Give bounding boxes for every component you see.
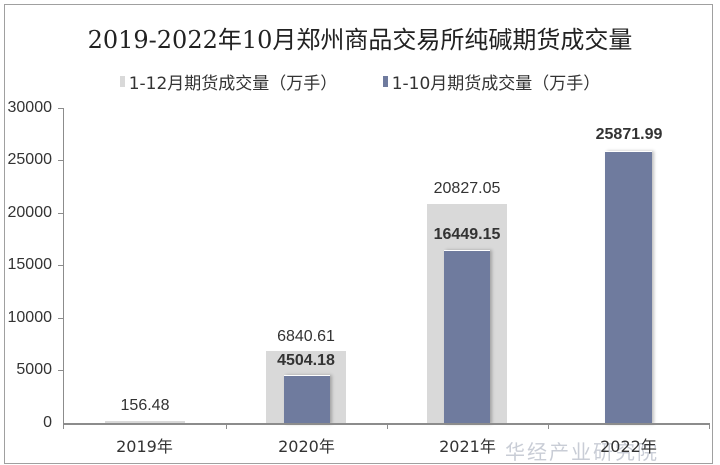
y-tick-label: 10000	[7, 309, 53, 326]
data-label-1-12-2019: 156.48	[120, 397, 170, 414]
y-tick	[58, 160, 63, 161]
y-tick	[58, 265, 63, 266]
y-tick-label: 20000	[7, 204, 53, 221]
x-tick	[548, 423, 549, 429]
legend-item-1-10: 1-10月期货成交量（万手）	[382, 69, 601, 94]
x-tick-label: 2019年	[116, 437, 173, 456]
data-label-1-12-2021: 20827.05	[433, 180, 501, 197]
bar-1-10-2021	[444, 250, 490, 424]
legend-label: 1-12月期货成交量（万手）	[128, 74, 338, 94]
data-label-1-10-2022: 25871.99	[595, 126, 663, 143]
y-tick	[58, 108, 63, 109]
legend-label: 1-10月期货成交量（万手）	[391, 74, 601, 94]
y-tick-label: 30000	[7, 99, 53, 116]
legend-item-1-12: 1-12月期货成交量（万手）	[119, 69, 338, 94]
y-tick-label: 5000	[16, 361, 52, 378]
data-label-1-10-2021: 16449.15	[433, 226, 501, 243]
y-tick-label: 0	[43, 414, 52, 431]
bar-1-12-2019	[105, 421, 185, 423]
legend-swatch-blue	[382, 76, 388, 87]
y-tick-label: 15000	[7, 256, 53, 273]
x-tick	[63, 423, 64, 429]
y-tick	[58, 213, 63, 214]
data-label-1-12-2020: 6840.61	[277, 328, 335, 345]
data-label-1-10-2020: 4504.18	[277, 352, 335, 369]
bar-1-10-2020	[284, 375, 330, 424]
y-tick	[58, 370, 63, 371]
x-tick-label: 2020年	[278, 437, 335, 456]
x-tick	[387, 423, 388, 429]
x-tick	[709, 423, 710, 429]
x-axis	[63, 423, 710, 425]
y-tick	[58, 318, 63, 319]
chart-title: 2019-2022年10月郑州商品交易所纯碱期货成交量	[87, 26, 633, 54]
x-tick	[226, 423, 227, 429]
y-tick-label: 25000	[7, 151, 53, 168]
bar-1-10-2022	[605, 151, 652, 424]
legend-swatch-grey	[119, 76, 125, 87]
y-axis	[63, 108, 64, 423]
chart-legend: 1-12月期货成交量（万手） 1-10月期货成交量（万手）	[0, 69, 720, 94]
x-tick-label: 2022年	[600, 437, 657, 456]
x-tick-label: 2021年	[439, 437, 496, 456]
